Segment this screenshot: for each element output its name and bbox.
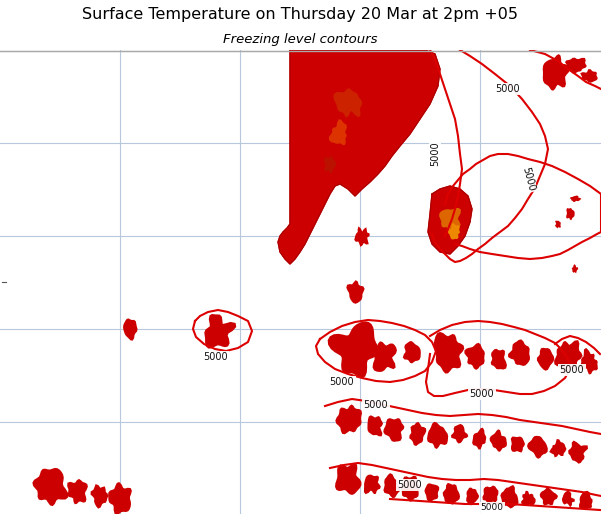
Text: Freezing level contours: Freezing level contours: [223, 32, 378, 46]
Polygon shape: [465, 343, 485, 370]
Polygon shape: [354, 226, 370, 247]
Polygon shape: [383, 418, 404, 442]
Polygon shape: [372, 341, 397, 372]
Polygon shape: [527, 436, 548, 459]
Text: 5000: 5000: [330, 377, 355, 387]
Polygon shape: [490, 349, 507, 370]
Text: 5000: 5000: [560, 365, 584, 375]
Polygon shape: [32, 468, 69, 506]
Polygon shape: [328, 321, 379, 378]
Polygon shape: [568, 440, 588, 464]
Polygon shape: [466, 487, 479, 505]
Polygon shape: [554, 340, 582, 374]
Polygon shape: [579, 491, 593, 510]
Text: 5000: 5000: [520, 166, 536, 192]
Polygon shape: [566, 208, 575, 221]
Text: 5000: 5000: [496, 84, 520, 94]
Text: 5000: 5000: [364, 400, 388, 410]
Polygon shape: [335, 463, 361, 495]
Polygon shape: [439, 208, 461, 234]
Polygon shape: [562, 491, 575, 507]
Polygon shape: [579, 348, 598, 375]
Polygon shape: [537, 348, 554, 371]
Polygon shape: [500, 485, 519, 508]
Polygon shape: [108, 482, 132, 514]
Polygon shape: [428, 186, 472, 254]
Polygon shape: [448, 223, 460, 240]
Polygon shape: [451, 424, 468, 444]
Polygon shape: [364, 474, 381, 494]
Polygon shape: [483, 486, 498, 505]
Polygon shape: [508, 339, 530, 366]
Text: 5000: 5000: [481, 504, 504, 512]
Polygon shape: [570, 195, 582, 202]
Polygon shape: [278, 50, 440, 264]
Polygon shape: [335, 405, 362, 434]
Polygon shape: [490, 429, 507, 452]
Polygon shape: [511, 436, 525, 452]
Polygon shape: [400, 475, 419, 502]
Polygon shape: [367, 415, 383, 436]
Polygon shape: [324, 156, 336, 173]
Text: 5000: 5000: [398, 480, 423, 490]
Polygon shape: [329, 119, 347, 145]
Polygon shape: [572, 264, 578, 273]
Polygon shape: [580, 69, 597, 83]
Polygon shape: [409, 422, 426, 446]
Polygon shape: [443, 483, 460, 505]
Polygon shape: [555, 221, 561, 228]
Polygon shape: [472, 428, 486, 450]
Polygon shape: [403, 341, 421, 363]
Polygon shape: [521, 491, 535, 506]
Polygon shape: [433, 332, 464, 374]
Polygon shape: [346, 280, 365, 304]
Polygon shape: [424, 483, 439, 502]
Polygon shape: [204, 314, 236, 348]
Polygon shape: [427, 422, 448, 449]
Polygon shape: [334, 88, 362, 118]
Text: 5000: 5000: [430, 142, 440, 167]
Polygon shape: [123, 318, 138, 341]
Polygon shape: [543, 54, 570, 91]
Polygon shape: [549, 439, 567, 457]
Text: 5000: 5000: [203, 352, 227, 362]
Text: Surface Temperature on Thursday 20 Mar at 2pm +05: Surface Temperature on Thursday 20 Mar a…: [82, 7, 519, 22]
Polygon shape: [67, 479, 88, 504]
Polygon shape: [91, 484, 108, 509]
Text: 5000: 5000: [470, 389, 494, 399]
Polygon shape: [300, 121, 319, 149]
Polygon shape: [540, 488, 558, 505]
Polygon shape: [565, 58, 587, 74]
Polygon shape: [383, 473, 400, 498]
